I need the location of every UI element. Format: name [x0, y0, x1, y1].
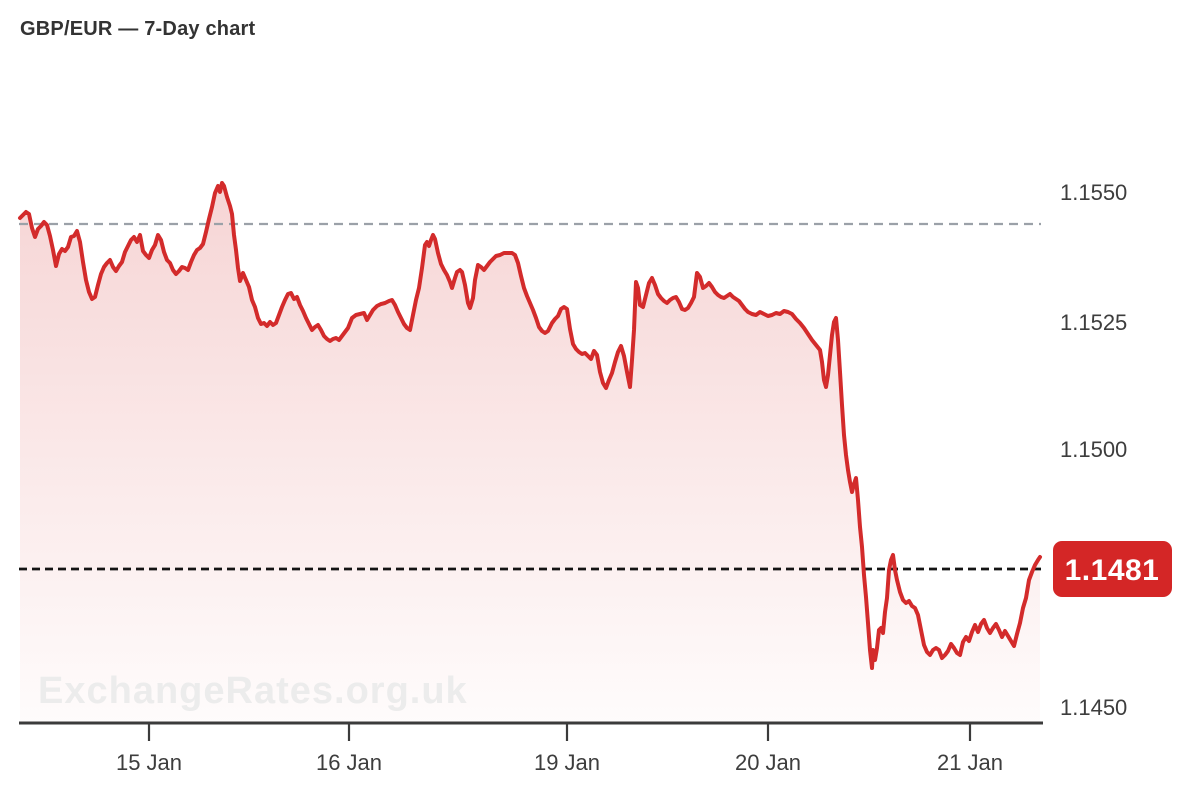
- x-tick-label: 21 Jan: [937, 750, 1003, 775]
- x-tick-label: 19 Jan: [534, 750, 600, 775]
- chart-title: GBP/EUR — 7-Day chart: [20, 18, 256, 40]
- current-rate-badge-text: 1.1481: [1065, 554, 1160, 587]
- watermark: ExchangeRates.org.uk: [38, 670, 468, 712]
- x-axis-ticks: [147, 723, 972, 741]
- x-tick-label: 15 Jan: [116, 750, 182, 775]
- y-axis-labels: 1.1550 1.1525 1.1500 1.1450: [1060, 180, 1127, 720]
- y-axis-label: 1.1550: [1060, 180, 1127, 205]
- y-axis-label: 1.1500: [1060, 437, 1127, 462]
- area-fill: [20, 183, 1040, 723]
- rate-line: [18, 181, 1042, 670]
- x-axis-labels: 15 Jan 16 Jan 19 Jan 20 Jan 21 Jan: [116, 750, 1003, 775]
- current-rate-badge: 1.1481: [1053, 541, 1172, 597]
- y-axis-label: 1.1450: [1060, 695, 1127, 720]
- x-tick-label: 20 Jan: [735, 750, 801, 775]
- x-tick-label: 16 Jan: [316, 750, 382, 775]
- y-axis-label: 1.1525: [1060, 310, 1127, 335]
